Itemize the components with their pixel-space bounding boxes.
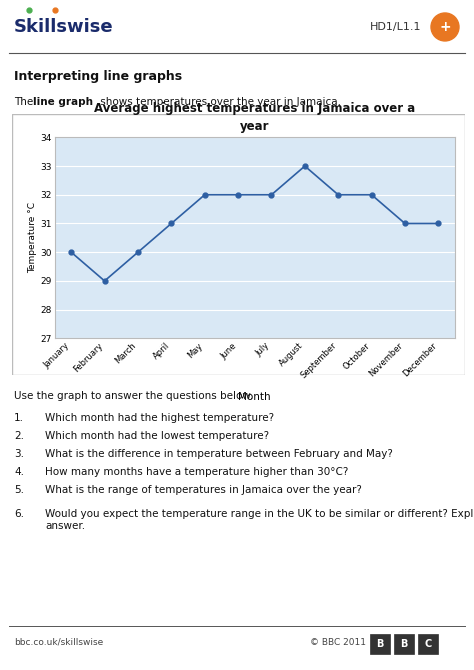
- Text: B: B: [376, 639, 383, 649]
- Text: B: B: [401, 639, 408, 649]
- Text: Interpreting line graphs: Interpreting line graphs: [14, 70, 182, 82]
- Text: 1.: 1.: [14, 413, 24, 423]
- Bar: [370, 634, 390, 654]
- Title: Average highest temperatures in Jamaica over a
year: Average highest temperatures in Jamaica …: [94, 103, 415, 133]
- Text: How many months have a temperature higher than 30°C?: How many months have a temperature highe…: [45, 467, 348, 477]
- Text: © BBC 2011: © BBC 2011: [310, 638, 366, 647]
- Circle shape: [431, 13, 459, 41]
- Text: +: +: [439, 20, 451, 34]
- Bar: [418, 634, 438, 654]
- Text: 5.: 5.: [14, 485, 24, 495]
- Text: What is the difference in temperature between February and May?: What is the difference in temperature be…: [45, 450, 393, 459]
- Text: 2.: 2.: [14, 431, 24, 442]
- Text: bbc.co.uk/skillswise: bbc.co.uk/skillswise: [14, 638, 103, 647]
- Text: Would you expect the temperature range in the UK to be similar or different? Exp: Would you expect the temperature range i…: [45, 509, 474, 531]
- Text: C: C: [424, 639, 432, 649]
- Y-axis label: Temperature °C: Temperature °C: [28, 202, 37, 273]
- Text: 4.: 4.: [14, 467, 24, 477]
- Text: 6.: 6.: [14, 509, 24, 519]
- Text: line graph: line graph: [33, 96, 93, 107]
- Bar: [394, 634, 414, 654]
- Text: Which month had the lowest temperature?: Which month had the lowest temperature?: [45, 431, 269, 442]
- Text: 3.: 3.: [14, 450, 24, 459]
- Text: shows temperatures over the year in Jamaica.: shows temperatures over the year in Jama…: [97, 96, 341, 107]
- Text: Skillswise: Skillswise: [14, 18, 114, 36]
- Text: The: The: [14, 96, 36, 107]
- Text: Which month had the highest temperature?: Which month had the highest temperature?: [45, 413, 274, 423]
- Text: HD1/L1.1: HD1/L1.1: [370, 22, 421, 32]
- Text: Use the graph to answer the questions below.: Use the graph to answer the questions be…: [14, 391, 253, 401]
- X-axis label: Month: Month: [238, 391, 271, 401]
- Text: What is the range of temperatures in Jamaica over the year?: What is the range of temperatures in Jam…: [45, 485, 362, 495]
